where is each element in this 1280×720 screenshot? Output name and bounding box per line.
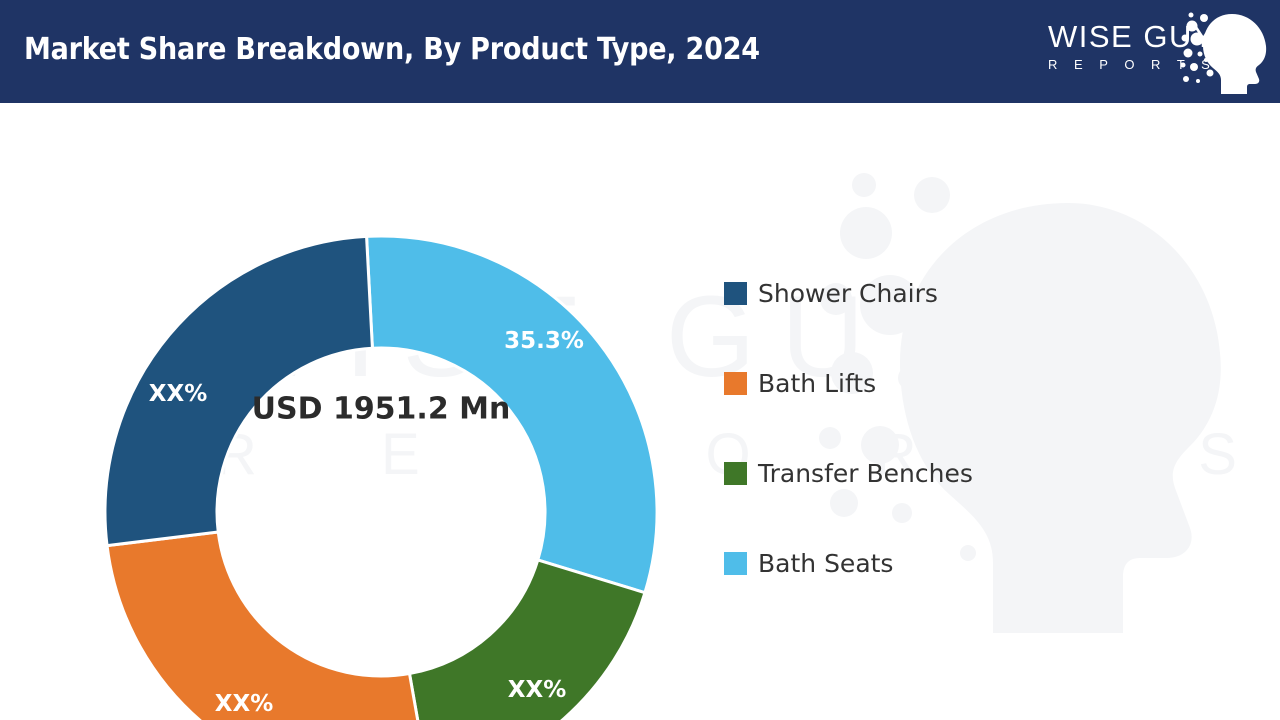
legend-label: Shower Chairs [758,278,938,308]
legend-swatch-icon [724,371,747,395]
legend-swatch-icon [724,551,747,575]
donut-center-label: USD 1951.2 Mn [251,391,511,427]
slice-label-bath-lifts: XX% [214,691,274,717]
legend-item-shower-chairs[interactable]: Shower Chairs [724,248,1054,338]
legend-swatch-icon [724,461,747,485]
legend-label: Bath Seats [758,548,894,578]
legend-label: Bath Lifts [758,368,877,398]
logo-wordmark-secondary: R E P O R T S [1048,57,1217,72]
donut-slice[interactable] [407,558,647,720]
dotted-head-silhouette-icon [1180,12,1267,94]
legend-item-transfer-benches[interactable]: Transfer Benches [724,428,1054,518]
legend-swatch-icon [724,281,747,305]
donut-slice[interactable] [105,530,429,720]
donut-chart: USD 1951.2 Mn 35.3% XX% XX% XX% [0,103,1280,720]
donut-slice[interactable] [364,234,659,595]
slice-label-transfer-benches: XX% [507,677,567,703]
chart-legend: Shower Chairs Bath Lifts Transfer Benche… [724,248,1054,608]
page-header: Market Share Breakdown, By Product Type,… [0,0,1280,103]
donut-chart-svg [103,234,659,720]
legend-label: Transfer Benches [758,458,973,488]
legend-item-bath-seats[interactable]: Bath Seats [724,518,1054,608]
chart-body: WISE GUY R E P O R T S [0,103,1280,720]
donut-slice[interactable] [103,234,374,548]
legend-item-bath-lifts[interactable]: Bath Lifts [724,338,1054,428]
slice-label-shower-chairs: XX% [148,381,208,407]
donut-slices [103,234,659,720]
page-title: Market Share Breakdown, By Product Type,… [24,32,760,67]
slice-label-bath-seats: 35.3% [504,328,584,354]
brand-logo: WISE GUY R E P O R T S [1040,6,1272,98]
